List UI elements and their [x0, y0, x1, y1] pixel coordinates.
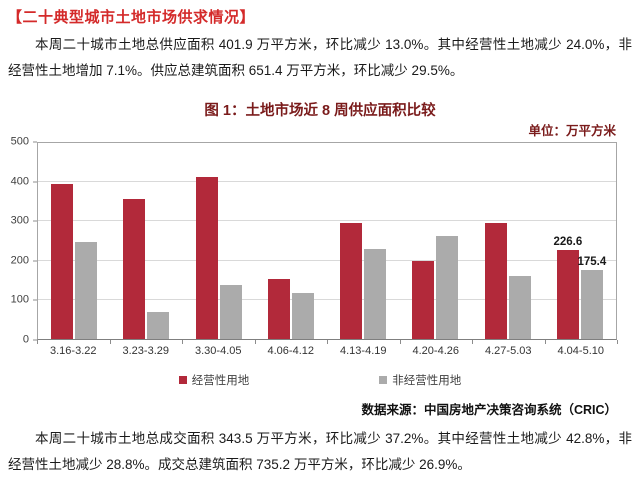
gridline — [38, 220, 616, 222]
legend-swatch — [178, 376, 187, 384]
bar-经营性用地 — [267, 279, 290, 339]
x-tick-label: 4.04-5.10 — [557, 345, 604, 357]
x-tick-mark — [254, 340, 256, 344]
bar-非经营性用地 — [291, 292, 314, 339]
x-axis-labels: 3.16-3.22 3.23-3.29 3.30-4.05 4.06-4.12 4.13… — [37, 345, 617, 357]
bar-非经营性用地 — [508, 276, 531, 339]
x-tick-mark — [327, 340, 328, 344]
chart-unit-label: 单位：万平方米 — [528, 124, 616, 138]
bar-经营性用地 — [195, 177, 218, 339]
chart: 226.6 175.4 0 100 200 300 400 500 — [11, 136, 618, 345]
y-tick-label: 500 — [10, 135, 29, 148]
bar-非经营性用地 — [364, 248, 387, 339]
x-tick-label: 3.23-3.29 — [122, 345, 169, 357]
chart-title: 图 1：土地市场近 8 周供应面积比较 — [204, 103, 436, 119]
x-tick-label: 4.27-5.03 — [485, 345, 532, 357]
legend-item: 经营性用地 — [178, 372, 250, 388]
bar-group: 226.6 175.4 — [544, 143, 616, 339]
x-tick-label: 4.20-4.26 — [412, 345, 459, 357]
bar-group — [399, 143, 471, 339]
bar-group — [38, 143, 110, 339]
y-tick-mark — [33, 181, 37, 183]
legend-label: 非经营性用地 — [392, 375, 462, 387]
x-tick-mark — [617, 340, 618, 344]
x-tick-mark — [37, 340, 38, 344]
bar-非经营性用地 — [436, 235, 459, 339]
bar-非经营性用地 — [75, 241, 98, 339]
y-tick-mark — [33, 141, 37, 143]
bar-经营性用地 — [123, 198, 146, 339]
x-tick-mark — [544, 340, 546, 344]
y-tick-mark — [33, 260, 37, 262]
bar-group — [255, 143, 327, 339]
x-tick-label: 4.06-4.12 — [267, 345, 314, 357]
bar-value-label: 226.6 — [553, 236, 583, 249]
chart-legend: 经营性用地 非经营性用地 — [0, 372, 640, 388]
x-tick-mark — [109, 340, 111, 344]
y-tick-label: 400 — [10, 175, 29, 188]
bar-经营性用地: 226.6 — [553, 236, 582, 339]
x-tick-mark — [182, 340, 183, 344]
bar-经营性用地 — [412, 260, 435, 339]
transaction-paragraph: 本周二十城市土地总成交面积 343.5 万平方米，环比减少 37.2%。其中经营… — [8, 431, 632, 472]
plot-area: 226.6 175.4 — [37, 142, 617, 340]
y-tick-label: 300 — [10, 214, 29, 227]
y-tick-mark — [33, 339, 37, 341]
bar-经营性用地 — [51, 184, 74, 339]
y-tick-mark — [33, 299, 37, 301]
y-tick-label: 0 — [22, 333, 29, 346]
legend-label: 经营性用地 — [191, 375, 250, 387]
bar-非经营性用地: 175.4 — [577, 256, 606, 339]
page-title: 【二十典型城市土地市场供求情况】 — [7, 9, 256, 26]
y-tick-label: 100 — [10, 293, 29, 306]
bar-group — [472, 143, 544, 339]
x-tick-label: 3.30-4.05 — [195, 345, 242, 357]
x-tick-mark — [399, 340, 401, 344]
bar-group — [110, 143, 182, 339]
supply-paragraph: 本周二十城市土地总供应面积 401.9 万平方米，环比减少 13.0%。其中经营… — [8, 37, 632, 78]
bar-非经营性用地 — [147, 312, 170, 339]
bar-group — [327, 143, 399, 339]
y-tick-mark — [33, 220, 37, 222]
legend-swatch — [379, 376, 388, 384]
bar-经营性用地 — [484, 222, 507, 339]
gridline — [38, 259, 616, 261]
gridline — [38, 298, 616, 300]
legend-item: 非经营性用地 — [379, 372, 461, 388]
y-tick-label: 200 — [10, 254, 29, 267]
bar-group — [183, 143, 255, 339]
bar-value-label: 175.4 — [577, 256, 607, 269]
bar-经营性用地 — [340, 223, 363, 339]
x-tick-label: 3.16-3.22 — [50, 345, 97, 357]
x-tick-mark — [472, 340, 473, 344]
data-source: 数据来源：中国房地产决策咨询系统（CRIC） — [361, 403, 617, 417]
bar-非经营性用地 — [219, 285, 242, 339]
x-tick-label: 4.13-4.19 — [340, 345, 387, 357]
gridline — [38, 181, 616, 183]
